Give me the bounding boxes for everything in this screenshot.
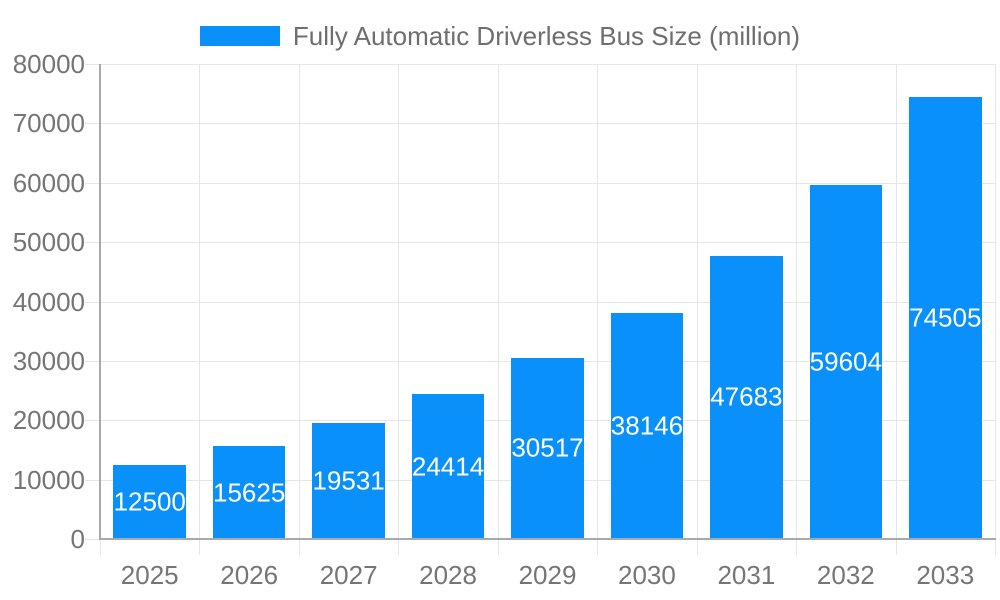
x-axis-tick [298, 540, 300, 555]
v-gridline [398, 64, 400, 539]
h-gridline [100, 64, 995, 65]
x-tick-label: 2027 [319, 560, 378, 590]
v-gridline [298, 64, 300, 539]
bar-value-label: 38146 [610, 410, 684, 441]
v-gridline [895, 64, 897, 539]
x-tick-label: 2032 [816, 560, 875, 590]
bar-2031[interactable]: 47683 [710, 255, 783, 539]
bar-value-label: 47683 [710, 381, 783, 412]
h-gridline [100, 182, 995, 184]
h-gridline [100, 301, 995, 303]
x-axis-line [100, 538, 996, 540]
v-gridline [796, 64, 798, 539]
plot-area: 12500 15625 19531 24414 30517 38146 47683 59604… [100, 64, 996, 539]
y-axis-tick [85, 123, 100, 125]
y-tick-label: 0 [70, 524, 85, 554]
bar-value-label: 12500 [113, 486, 186, 517]
x-axis-tick [696, 540, 698, 555]
x-tick-label: 2025 [120, 560, 179, 590]
v-gridline [199, 64, 201, 539]
v-gridline [696, 64, 698, 539]
x-tick-label: 2026 [220, 560, 279, 590]
legend-item[interactable]: Fully Automatic Driverless Bus Size (mil… [0, 21, 1000, 51]
x-axis-tick [995, 540, 996, 555]
y-axis-tick [85, 242, 100, 244]
bar-2029[interactable]: 30517 [511, 357, 584, 539]
v-gridline [995, 64, 996, 539]
bar-2028[interactable]: 24414 [411, 394, 485, 539]
bar-2032[interactable]: 59604 [809, 185, 883, 539]
y-tick-label: 70000 [12, 108, 85, 139]
bar-2027[interactable]: 19531 [312, 423, 385, 539]
y-tick-label: 60000 [12, 167, 85, 198]
y-tick-label: 80000 [12, 49, 85, 79]
v-gridline [497, 64, 499, 539]
x-axis-tick [597, 540, 599, 555]
y-axis-tick [85, 539, 100, 540]
h-gridline [100, 123, 995, 125]
x-axis-tick [398, 540, 400, 555]
x-axis-tick [199, 540, 201, 555]
bar-2026[interactable]: 15625 [212, 446, 286, 539]
x-axis-tick [895, 540, 897, 555]
x-tick-label: 2033 [916, 560, 975, 590]
x-tick-label: 2028 [419, 560, 477, 590]
x-tick-label: 2031 [717, 560, 776, 590]
bar-value-label: 59604 [809, 346, 882, 377]
y-tick-label: 40000 [12, 286, 85, 317]
y-tick-label: 30000 [12, 345, 85, 376]
y-tick-label: 10000 [12, 464, 85, 495]
legend-swatch [199, 26, 280, 46]
y-axis-tick [85, 182, 100, 184]
x-tick-label: 2030 [618, 560, 676, 590]
x-axis-tick [100, 540, 101, 555]
x-axis-tick [796, 540, 798, 555]
v-gridline [597, 64, 599, 539]
bar-2030[interactable]: 38146 [610, 312, 684, 539]
bar-value-label: 74505 [909, 302, 982, 333]
bar-value-label: 15625 [213, 477, 286, 508]
x-axis-tick [497, 540, 499, 555]
x-tick-label: 2029 [518, 560, 577, 590]
y-axis-tick [85, 360, 100, 362]
bar-value-label: 24414 [411, 451, 485, 482]
y-axis-line [99, 64, 101, 540]
y-axis-tick [85, 301, 100, 303]
y-tick-label: 50000 [12, 227, 85, 258]
y-tick-label: 20000 [12, 405, 85, 436]
bar-2033[interactable]: 74505 [908, 96, 982, 539]
y-axis-tick [85, 479, 100, 481]
bar-value-label: 19531 [312, 465, 385, 496]
h-gridline [100, 242, 995, 244]
bar-2025[interactable]: 12500 [113, 464, 187, 539]
legend-label: Fully Automatic Driverless Bus Size (mil… [292, 21, 801, 51]
bar-value-label: 30517 [511, 432, 584, 463]
y-axis-tick [85, 64, 100, 65]
y-axis-tick [85, 420, 100, 422]
